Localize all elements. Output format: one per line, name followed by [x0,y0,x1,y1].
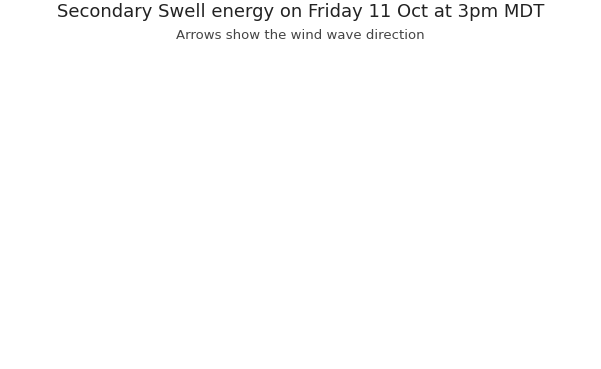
Text: Arrows show the wind wave direction: Arrows show the wind wave direction [176,30,425,42]
Text: Secondary Swell energy on Friday 11 Oct at 3pm MDT: Secondary Swell energy on Friday 11 Oct … [57,3,544,21]
